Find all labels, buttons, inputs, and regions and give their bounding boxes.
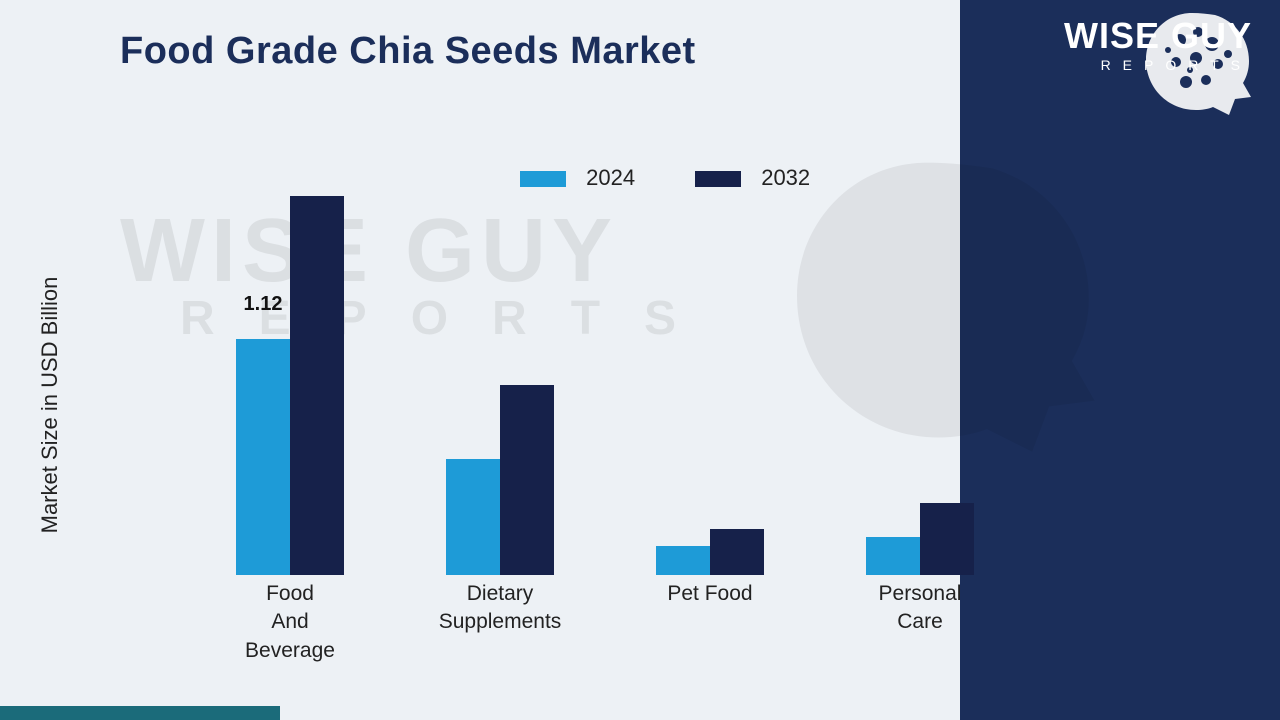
chart-area: Market Size in USD Billion 1.12 FoodAndB…	[90, 175, 990, 635]
stage: WISE GUY REPORTS Food Grade Chia Seeds M…	[0, 0, 1280, 720]
bar-2032	[500, 385, 554, 575]
x-tick-label: PersonalCare	[830, 580, 1010, 637]
x-tick-label: FoodAndBeverage	[200, 580, 380, 665]
plot-area: 1.12	[150, 185, 990, 575]
bar-2024	[866, 537, 920, 575]
bar-2032	[710, 529, 764, 575]
bar-2024	[236, 339, 290, 575]
y-axis-label: Market Size in USD Billion	[37, 277, 63, 534]
bottom-accent-bar	[0, 706, 280, 720]
bar-2024	[446, 459, 500, 575]
brand-logo: WISE GUY REPORTS	[1064, 18, 1252, 72]
logo-line1: WISE GUY	[1064, 18, 1252, 54]
bar-value-label: 1.12	[244, 293, 283, 316]
bar-2032	[290, 196, 344, 575]
page-title: Food Grade Chia Seeds Market	[120, 30, 696, 73]
bar-2024	[656, 546, 710, 576]
logo-line2: REPORTS	[1064, 58, 1252, 72]
x-tick-label: Pet Food	[620, 580, 800, 608]
x-tick-label: DietarySupplements	[410, 580, 590, 637]
bar-2032	[920, 503, 974, 575]
